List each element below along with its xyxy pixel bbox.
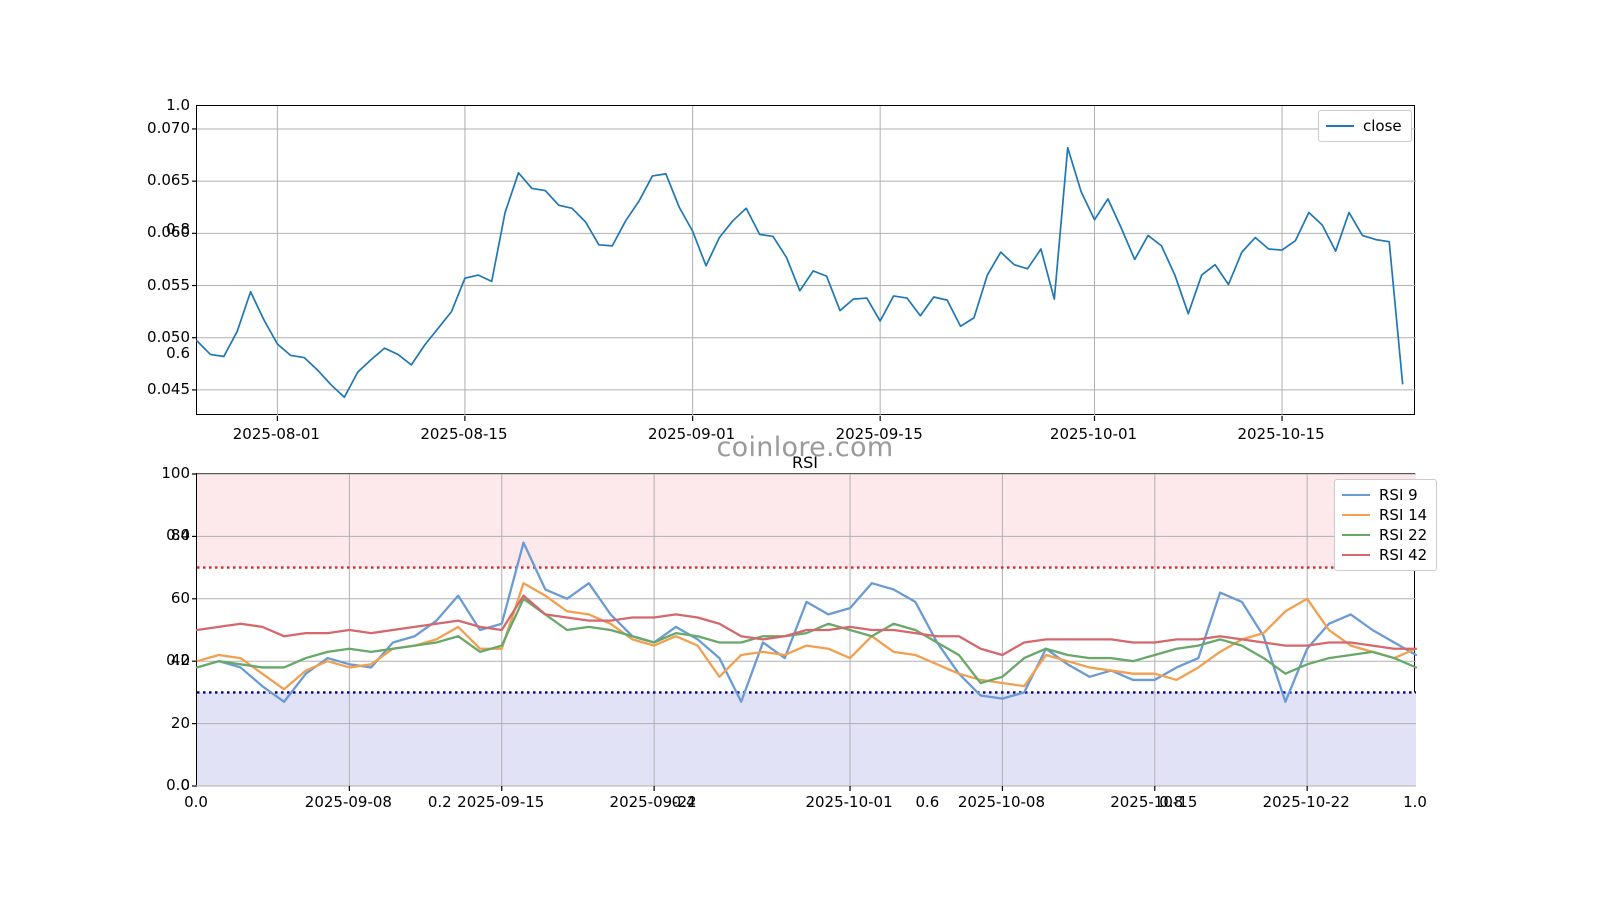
price-x-tick: 2025-08-15 — [420, 425, 508, 443]
price-y-tick: 0.045 — [147, 379, 190, 398]
legend-item-label: RSI 22 — [1379, 525, 1428, 544]
rsi-x-tick: 2025-10-01 — [805, 793, 893, 811]
rsi-y-tick: 80 — [170, 526, 190, 545]
rsi-legend[interactable]: RSI 9 RSI 14 RSI 22 RSI 42 — [1334, 479, 1438, 571]
rsi-x-tick: 2025-10-15 — [1110, 793, 1198, 811]
price-y-tick: 0.055 — [147, 275, 190, 294]
legend-color-swatch — [1342, 494, 1370, 496]
rsi-y-tick: 60 — [170, 588, 190, 607]
rsi-chart-plot-area — [192, 473, 1418, 791]
legend-item-label: RSI 14 — [1379, 505, 1428, 524]
legend-item-rsi-22[interactable]: RSI 22 — [1342, 525, 1427, 545]
legend-color-swatch — [1326, 125, 1354, 127]
price-y-tick: 0.060 — [147, 223, 190, 242]
rsi-x-tick: 2025-09-08 — [304, 793, 392, 811]
price-y-tick: 0.050 — [147, 327, 190, 346]
rsi-y-tick-secondary: 0.0 — [166, 776, 190, 794]
price-legend[interactable]: close — [1318, 110, 1412, 142]
price-y-tick: 0.065 — [147, 171, 190, 190]
rsi-y-tick: 100 — [161, 464, 190, 482]
rsi-x-tick-secondary: 0.8 — [1159, 793, 1184, 811]
rsi-x-tick-secondary: 0.4 — [671, 793, 696, 811]
rsi-x-tick-secondary: 0.6 — [915, 793, 940, 811]
legend-color-swatch — [1342, 554, 1370, 556]
rsi-x-tick-secondary: 1.0 — [1403, 793, 1427, 811]
rsi-x-tick: 2025-10-22 — [1262, 793, 1350, 811]
price-chart-plot-area — [192, 105, 1416, 421]
price-x-tick: 2025-09-01 — [648, 425, 736, 443]
rsi-x-tick-secondary: 0.0 — [184, 793, 208, 811]
legend-item-label: close — [1363, 116, 1402, 135]
price-y-tick-secondary: 0.6 — [166, 344, 190, 362]
price-x-tick: 2025-10-15 — [1237, 425, 1325, 443]
legend-color-swatch — [1342, 514, 1370, 516]
rsi-x-tick: 2025-09-15 — [457, 793, 545, 811]
price-y-tick-secondary: 1.0 — [166, 96, 190, 114]
price-y-tick-secondary: 0.8 — [166, 220, 190, 238]
rsi-x-tick: 2025-10-08 — [957, 793, 1045, 811]
legend-item-rsi-9[interactable]: RSI 9 — [1342, 485, 1427, 505]
legend-item-label: RSI 42 — [1379, 545, 1428, 564]
rsi-y-tick-secondary: 0.4 — [166, 526, 190, 545]
price-y-tick: 0.070 — [147, 118, 190, 137]
watermark: coinlore.com — [716, 432, 894, 463]
price-x-tick: 2025-08-01 — [232, 425, 320, 443]
price-x-tick: 2025-09-15 — [835, 425, 923, 443]
rsi-y-tick: 20 — [170, 713, 190, 732]
rsi-panel-title: RSI — [792, 453, 818, 472]
rsi-x-tick: 2025-09-22 — [609, 793, 697, 811]
rsi-line-svg — [192, 473, 1418, 791]
legend-item-rsi-42[interactable]: RSI 42 — [1342, 545, 1427, 565]
rsi-y-tick: 40 — [170, 651, 190, 670]
rsi-y-tick: 0 — [180, 776, 190, 794]
price-x-tick: 2025-10-01 — [1049, 425, 1138, 443]
legend-item-label: RSI 9 — [1379, 485, 1418, 504]
rsi-x-tick-secondary: 0.2 — [427, 793, 452, 811]
rsi-y-tick-secondary: 0.2 — [166, 651, 190, 670]
legend-item-rsi-14[interactable]: RSI 14 — [1342, 505, 1427, 525]
price-line-svg — [192, 106, 1416, 421]
legend-color-swatch — [1342, 534, 1370, 536]
legend-item-close[interactable]: close — [1326, 116, 1402, 136]
